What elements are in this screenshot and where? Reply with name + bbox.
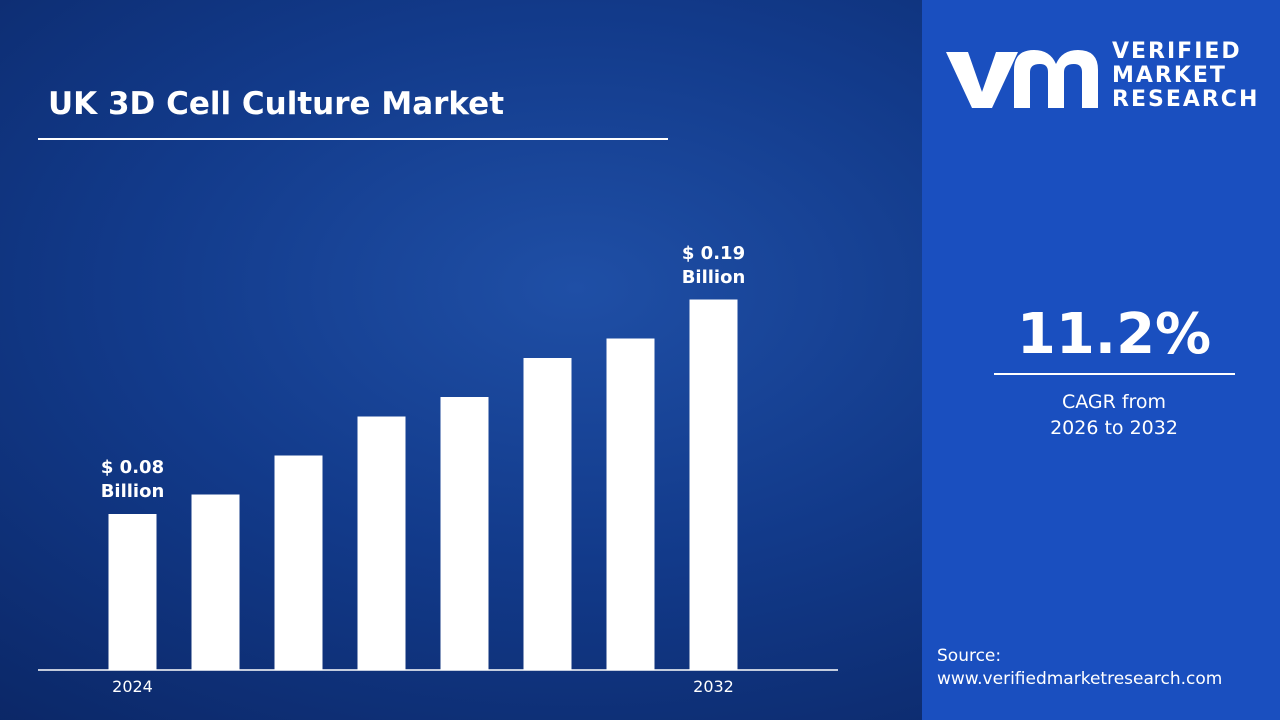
x-tick-label: 2032 xyxy=(693,677,734,696)
brand: VERIFIED MARKET RESEARCH xyxy=(1112,40,1259,112)
cagr-value: 11.2% xyxy=(1016,302,1212,367)
brand-line: RESEARCH xyxy=(1112,87,1260,112)
bar xyxy=(108,514,157,670)
bar xyxy=(689,299,738,670)
bar xyxy=(523,358,572,670)
bar xyxy=(357,416,406,670)
cagr-period: 2026 to 2032 xyxy=(1050,417,1178,439)
brand-line: VERIFIED xyxy=(1112,39,1242,64)
bar xyxy=(274,455,323,670)
bar xyxy=(440,397,489,670)
bar xyxy=(191,494,240,670)
bar xyxy=(606,338,655,670)
x-tick-label: 2024 xyxy=(112,677,153,696)
brand-line: MARKET xyxy=(1112,63,1227,88)
chart-title: UK 3D Cell Culture Market xyxy=(48,86,504,122)
value-label: $ 0.08 Billion xyxy=(100,457,165,502)
value-label: $ 0.19 Billion xyxy=(681,242,746,288)
sidebar xyxy=(922,0,1280,720)
source-label: Source: xyxy=(937,646,1002,666)
source-url: www.verifiedmarketresearch.com xyxy=(937,669,1223,689)
chart: UK 3D Cell Culture Market 2024 2032 xyxy=(0,0,920,720)
cagr-label: CAGR from xyxy=(1061,391,1167,413)
